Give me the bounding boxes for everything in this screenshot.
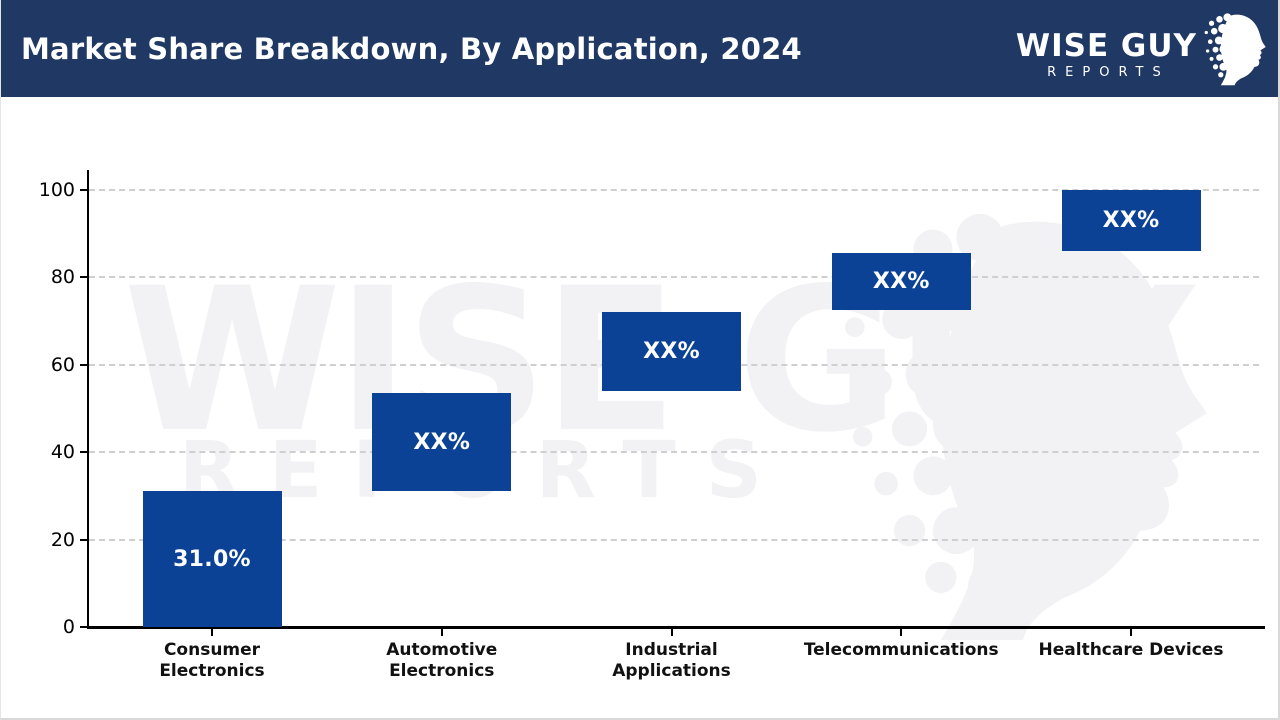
bar: XX% — [372, 392, 512, 492]
bar: 31.0% — [142, 491, 282, 627]
bar-value-label: 31.0% — [173, 546, 251, 572]
brand-text: WISE GUY REPORTS — [1015, 28, 1197, 81]
bar: XX% — [602, 312, 741, 391]
x-tick — [440, 629, 443, 636]
y-tick-label: 0 — [62, 616, 75, 638]
bar-value-label: XX% — [1102, 207, 1160, 233]
y-tick-label: 100 — [38, 178, 75, 201]
x-tick — [670, 629, 673, 636]
x-category-label: Industrial Applications — [612, 640, 731, 682]
gridline — [89, 276, 1259, 278]
y-tick — [80, 188, 89, 191]
gridline — [89, 538, 1259, 541]
bar: XX% — [1061, 189, 1201, 251]
y-tick — [80, 276, 89, 278]
x-category-label: Consumer Electronics — [159, 640, 265, 682]
bar-value-label: XX% — [413, 429, 471, 455]
bar-value-label: XX% — [872, 268, 930, 294]
y-tick — [80, 451, 89, 453]
y-tick-label: 60 — [50, 353, 75, 376]
brand-face-icon — [1204, 12, 1266, 85]
bar: XX% — [831, 252, 971, 310]
y-tick — [80, 538, 89, 541]
y-tick-label: 80 — [50, 266, 75, 288]
y-tick — [80, 626, 89, 628]
gridline — [89, 188, 1259, 191]
brand-tagline: REPORTS — [1047, 65, 1170, 80]
bar-value-label: XX% — [643, 338, 700, 364]
y-tick — [80, 363, 89, 366]
x-tick — [211, 629, 213, 636]
gridline — [89, 451, 1259, 453]
header: Market Share Breakdown, By Application, … — [1, 0, 1278, 97]
x-category-label: Telecommunications — [803, 640, 999, 660]
y-axis — [87, 170, 89, 627]
page-title: Market Share Breakdown, By Application, … — [21, 31, 802, 66]
x-category-label: Automotive Electronics — [386, 640, 498, 682]
brand-name: WISE GUY — [1015, 28, 1197, 64]
x-tick — [1130, 629, 1132, 636]
x-category-label: Healthcare Devices — [1038, 640, 1224, 660]
watermark-face-icon — [845, 213, 1207, 640]
x-axis — [87, 626, 1265, 629]
brand-logo: WISE GUY REPORTS — [1016, 9, 1267, 89]
y-tick-label: 20 — [50, 528, 75, 551]
y-tick-label: 40 — [50, 441, 75, 463]
x-tick — [900, 629, 903, 636]
